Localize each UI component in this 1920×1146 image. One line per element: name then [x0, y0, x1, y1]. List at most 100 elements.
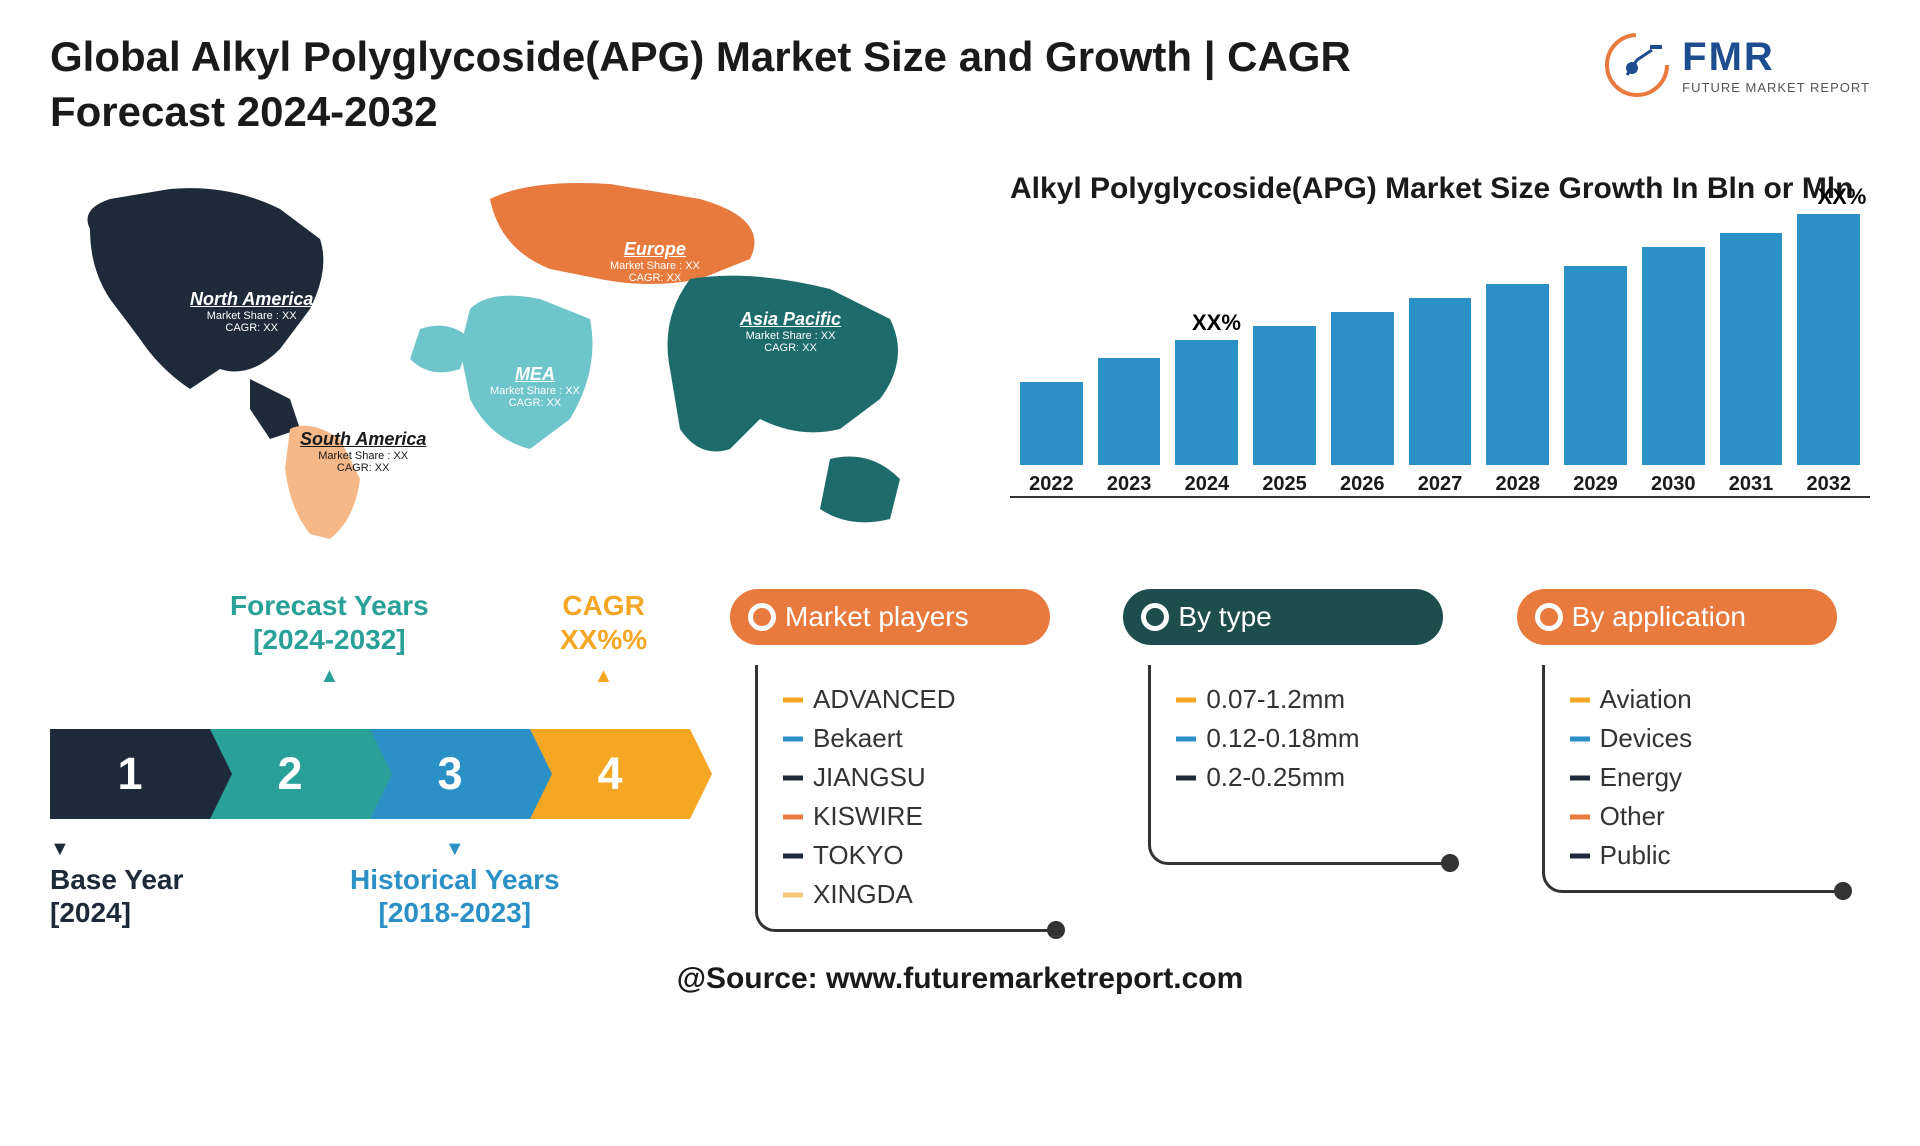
base-value: [2024] [50, 896, 183, 930]
bar [1098, 358, 1161, 465]
bar-column: 2028 [1486, 284, 1549, 496]
bar-label: 2028 [1496, 473, 1541, 496]
region-label: EuropeMarket Share : XXCAGR: XX [610, 239, 700, 284]
region-label: MEAMarket Share : XXCAGR: XX [490, 364, 580, 409]
list-item: Other [1570, 797, 1840, 836]
bullet-icon [783, 814, 803, 819]
bar-label: 2025 [1262, 473, 1307, 496]
forecast-value: [2024-2032] [230, 623, 429, 657]
region-cagr: CAGR: XX [610, 272, 700, 284]
bullet-icon [1570, 697, 1590, 702]
bullet-icon [783, 853, 803, 858]
bullet-icon [783, 775, 803, 780]
list-item: KISWIRE [783, 797, 1053, 836]
bar-label: 2026 [1340, 473, 1385, 496]
timeline-segment: 2 [210, 729, 370, 819]
region-cagr: CAGR: XX [300, 462, 426, 474]
page-title: Global Alkyl Polyglycoside(APG) Market S… [50, 30, 1450, 139]
by-type-list: 0.07-1.2mm0.12-0.18mm0.2-0.25mm [1148, 665, 1456, 865]
historical-title: Historical Years [350, 863, 560, 897]
region-cagr: CAGR: XX [490, 397, 580, 409]
triangle-down-icon: ▲ [319, 664, 339, 688]
triangle-down-icon: ▲ [594, 664, 614, 688]
bar [1797, 214, 1860, 465]
cagr-value: XX%% [560, 623, 647, 657]
bar [1642, 247, 1705, 465]
timeline-segment: 4 [530, 729, 690, 819]
bar-column: 2025 [1253, 326, 1316, 496]
list-item: 0.12-0.18mm [1176, 719, 1446, 758]
bar [1175, 340, 1238, 465]
footer-source: @Source: www.futuremarketreport.com [0, 962, 1920, 996]
bar-label: 2030 [1651, 473, 1696, 496]
logo-main: FMR [1682, 35, 1870, 80]
bar [1564, 266, 1627, 466]
bar-column: 2022 [1020, 382, 1083, 497]
market-players-list: ADVANCEDBekaertJIANGSUKISWIRETOKYOXINGDA [755, 665, 1063, 932]
market-players-col: Market players ADVANCEDBekaertJIANGSUKIS… [730, 589, 1083, 932]
by-type-pill: By type [1123, 589, 1443, 645]
main-row: North AmericaMarket Share : XXCAGR: XXSo… [0, 149, 1920, 549]
bar [1253, 326, 1316, 465]
region-share: Market Share : XX [740, 330, 841, 342]
list-item: Energy [1570, 758, 1840, 797]
bullet-icon [783, 892, 803, 897]
region-label: North AmericaMarket Share : XXCAGR: XX [190, 289, 313, 334]
forecast-title: Forecast Years [230, 589, 429, 623]
by-application-col: By application AviationDevicesEnergyOthe… [1517, 589, 1870, 893]
bar-label: 2024 [1185, 473, 1230, 496]
list-item: 0.2-0.25mm [1176, 758, 1446, 797]
bullet-icon [783, 697, 803, 702]
base-label: ▼ Base Year [2024] [50, 829, 183, 930]
region-share: Market Share : XX [300, 450, 426, 462]
forecast-label: Forecast Years [2024-2032] ▲ [230, 589, 429, 690]
bar-column: 2026 [1331, 312, 1394, 496]
world-map: North AmericaMarket Share : XXCAGR: XXSo… [50, 169, 950, 549]
region-name: South America [300, 429, 426, 450]
bar [1720, 233, 1783, 465]
historical-value: [2018-2023] [350, 896, 560, 930]
bar-column: 2029 [1564, 266, 1627, 497]
bullet-icon [1570, 775, 1590, 780]
region-label: Asia PacificMarket Share : XXCAGR: XX [740, 309, 841, 354]
bar-annotation: XX% [1192, 310, 1241, 336]
map-svg [50, 169, 950, 549]
region-name: Europe [610, 239, 700, 260]
region-cagr: CAGR: XX [740, 342, 841, 354]
cagr-label: CAGR XX%% ▲ [560, 589, 647, 690]
bar-label: 2029 [1573, 473, 1618, 496]
region-share: Market Share : XX [190, 310, 313, 322]
bar [1486, 284, 1549, 465]
bar-chart: 2022202320242025202620272028202920302031… [1010, 218, 1870, 498]
list-item: JIANGSU [783, 758, 1053, 797]
timeline-segment: 1 [50, 729, 210, 819]
bar-column: 2030 [1642, 247, 1705, 496]
bar-label: 2031 [1729, 473, 1774, 496]
list-item: Aviation [1570, 680, 1840, 719]
bar [1331, 312, 1394, 465]
base-title: Base Year [50, 863, 183, 897]
market-players-pill: Market players [730, 589, 1050, 645]
list-item: XINGDA [783, 875, 1053, 914]
triangle-down-icon: ▼ [50, 837, 70, 861]
list-item: Devices [1570, 719, 1840, 758]
bar [1020, 382, 1083, 466]
by-type-col: By type 0.07-1.2mm0.12-0.18mm0.2-0.25mm [1123, 589, 1476, 865]
bar-column: 2024 [1175, 340, 1238, 496]
bar-label: 2032 [1806, 473, 1851, 496]
list-item: Public [1570, 836, 1840, 875]
bullet-icon [1176, 697, 1196, 702]
bar [1409, 298, 1472, 465]
region-name: North America [190, 289, 313, 310]
bar-column: 2031 [1720, 233, 1783, 496]
bar-chart-area: Alkyl Polyglycoside(APG) Market Size Gro… [980, 169, 1870, 549]
bar-column: 2023 [1098, 358, 1161, 496]
bottom-row: Forecast Years [2024-2032] ▲ CAGR XX%% ▲… [0, 549, 1920, 932]
region-share: Market Share : XX [490, 385, 580, 397]
timeline-segment: 3 [370, 729, 530, 819]
bullet-icon [1570, 853, 1590, 858]
bullet-icon [1570, 814, 1590, 819]
timeline-bar: 1234 [50, 729, 690, 819]
by-application-pill: By application [1517, 589, 1837, 645]
historical-label: ▼ Historical Years [2018-2023] [350, 829, 560, 930]
